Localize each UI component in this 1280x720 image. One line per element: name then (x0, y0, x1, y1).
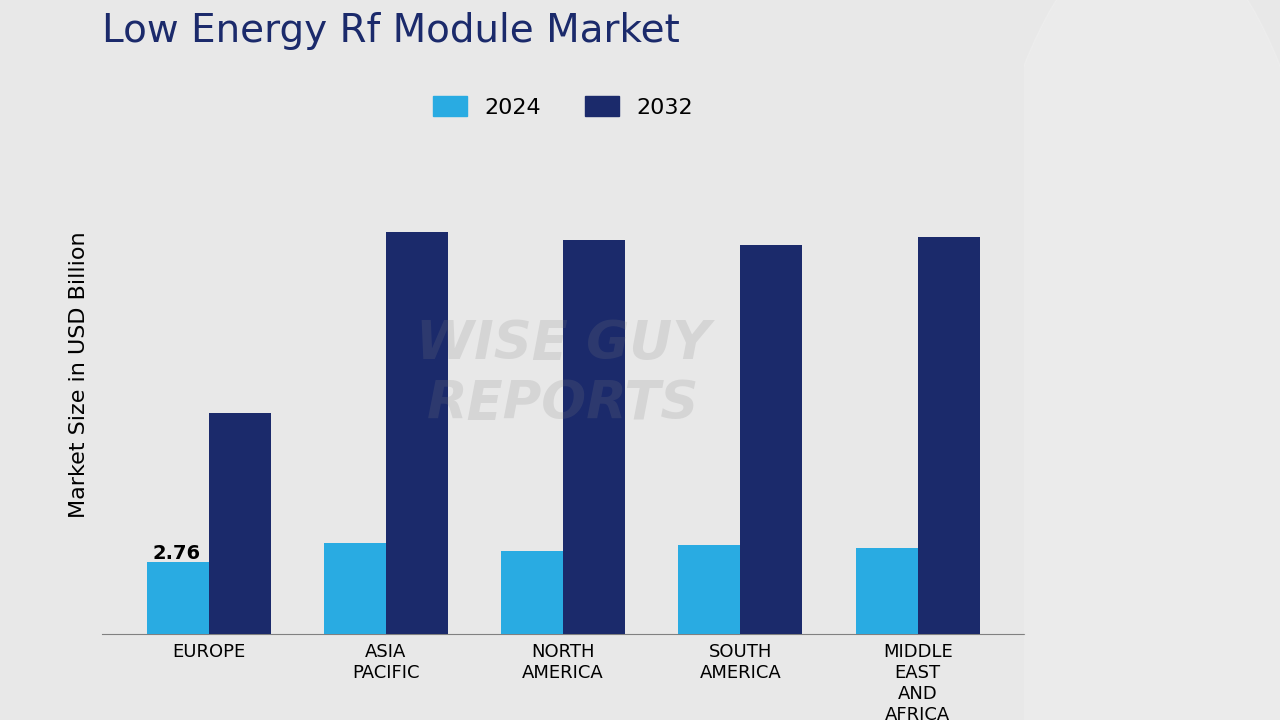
Text: 2.76: 2.76 (152, 544, 201, 563)
Bar (855, 548, 918, 634)
Legend: 2024, 2032: 2024, 2032 (422, 85, 704, 129)
Bar (147, 562, 209, 634)
Bar (918, 237, 979, 634)
Bar (740, 245, 803, 634)
Bar (209, 413, 271, 634)
Y-axis label: Market Size in USD Billion: Market Size in USD Billion (69, 231, 88, 518)
Circle shape (960, 0, 1280, 720)
Bar (502, 551, 563, 634)
Bar (678, 546, 740, 634)
Text: WISE GUY
REPORTS: WISE GUY REPORTS (416, 318, 710, 431)
Bar (387, 232, 448, 634)
Text: Low Energy Rf Module Market: Low Energy Rf Module Market (102, 12, 680, 50)
Bar (563, 240, 625, 634)
Bar (324, 543, 387, 634)
